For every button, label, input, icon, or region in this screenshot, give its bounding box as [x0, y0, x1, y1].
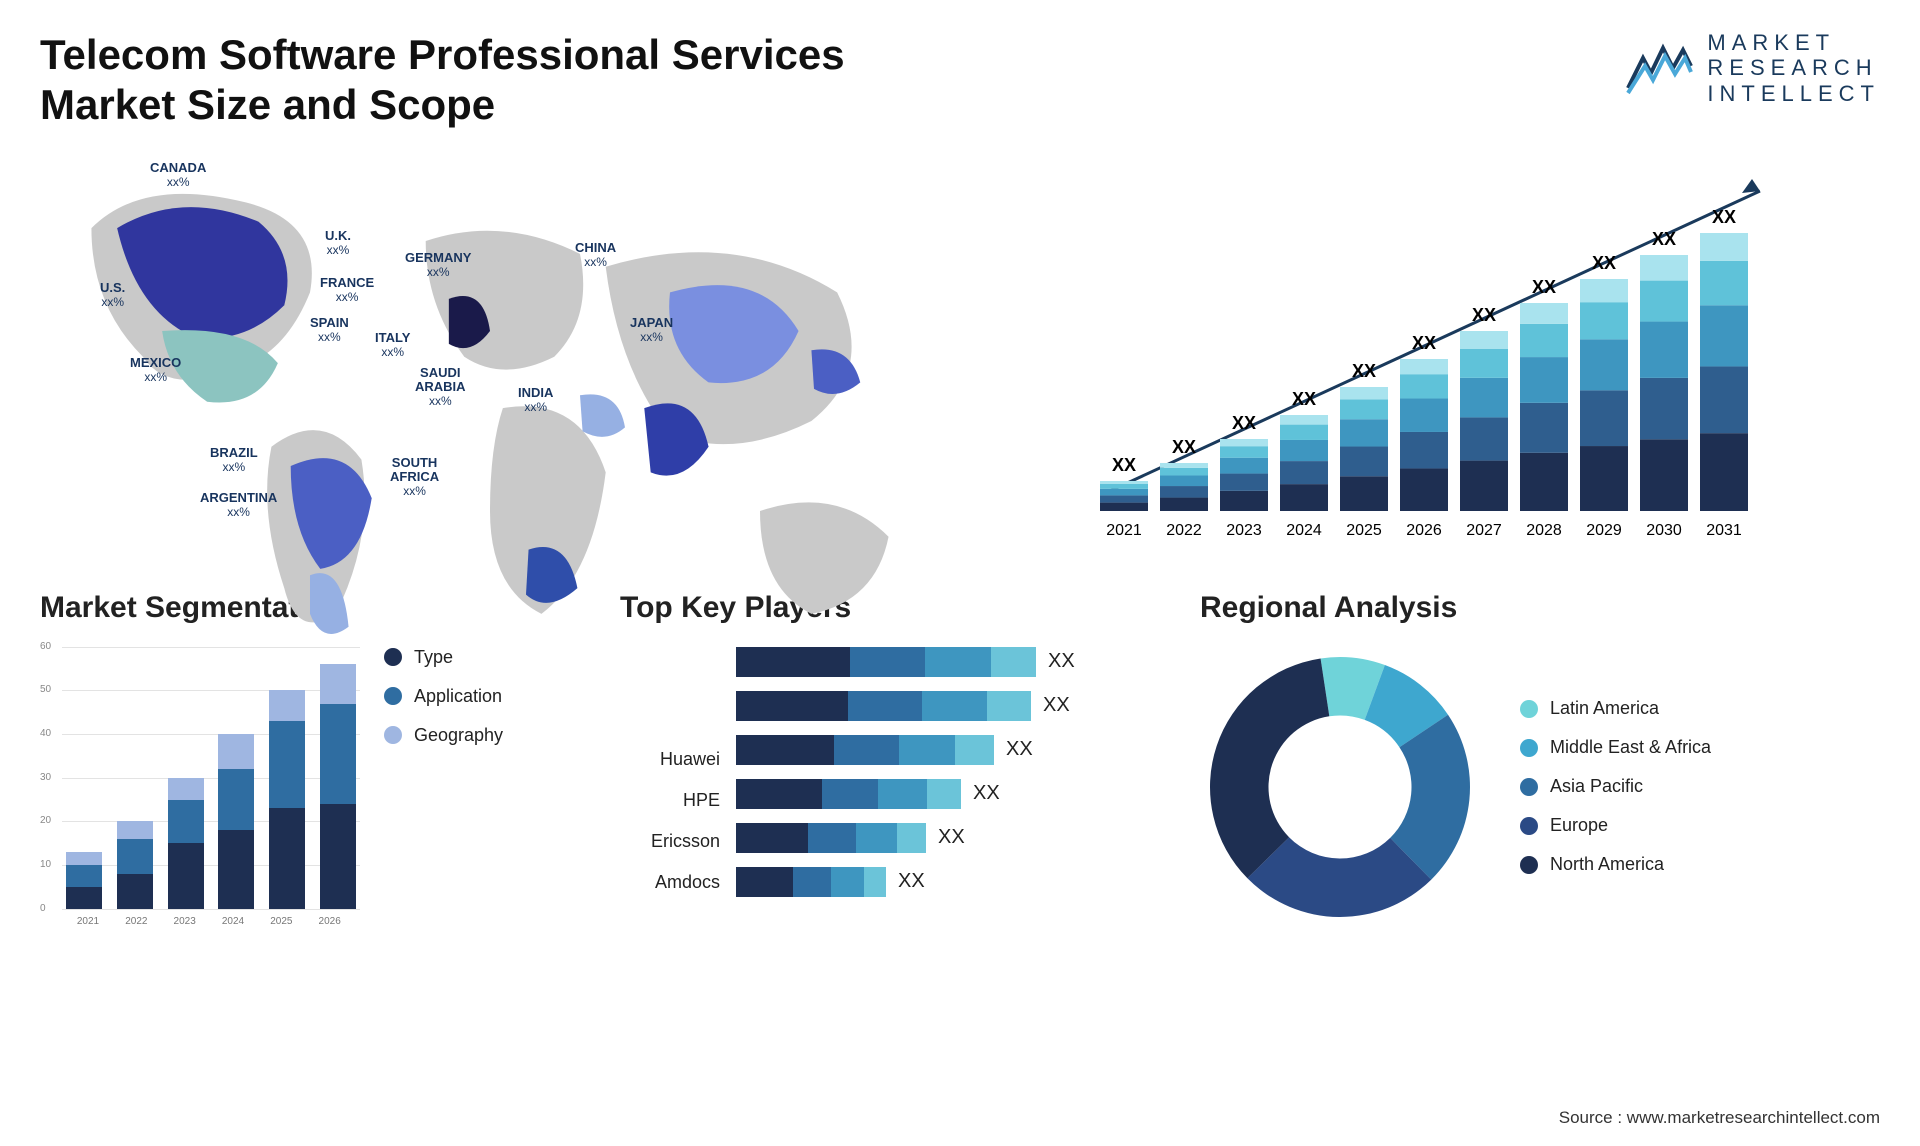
legend-item: Geography — [384, 725, 503, 746]
source-attribution: Source : www.marketresearchintellect.com — [1559, 1108, 1880, 1128]
player-label: Huawei — [620, 749, 720, 770]
svg-text:XX: XX — [1292, 389, 1316, 409]
svg-text:2022: 2022 — [1166, 522, 1202, 539]
svg-text:XX: XX — [1592, 253, 1616, 273]
svg-text:2031: 2031 — [1706, 522, 1742, 539]
svg-text:XX: XX — [1532, 277, 1556, 297]
logo-line2: RESEARCH — [1707, 55, 1880, 80]
country-label: GERMANYxx% — [405, 251, 471, 280]
svg-text:XX: XX — [1172, 437, 1196, 457]
page-title: Telecom Software Professional Services M… — [40, 30, 990, 131]
country-label: MEXICOxx% — [130, 356, 181, 385]
player-label: Ericsson — [620, 831, 720, 852]
country-label: U.K.xx% — [325, 229, 351, 258]
logo-line3: INTELLECT — [1707, 81, 1880, 106]
player-label: HPE — [620, 790, 720, 811]
player-bar-row: XX — [736, 691, 1140, 721]
svg-text:2026: 2026 — [1406, 522, 1442, 539]
svg-text:2023: 2023 — [1226, 522, 1262, 539]
svg-text:XX: XX — [1472, 305, 1496, 325]
svg-text:XX: XX — [1712, 207, 1736, 227]
player-bar-row: XX — [736, 735, 1140, 765]
logo-line1: MARKET — [1707, 30, 1880, 55]
svg-text:2025: 2025 — [1346, 522, 1382, 539]
svg-text:2029: 2029 — [1586, 522, 1622, 539]
legend-item: Europe — [1520, 815, 1711, 836]
country-label: SOUTHAFRICAxx% — [390, 456, 439, 499]
country-label: BRAZILxx% — [210, 446, 258, 475]
world-map: CANADAxx% U.S.xx% MEXICOxx% BRAZILxx% ARGENT… — [40, 151, 940, 551]
country-label: INDIAxx% — [518, 386, 553, 415]
growth-bar-chart: XX 2021 XX 2022 XX 2023 XX 2024 XX 2025 XX 2026 XX 20… — [980, 151, 1880, 551]
country-label: SAUDIARABIAxx% — [415, 366, 466, 409]
map-svg — [40, 151, 940, 665]
country-label: U.S.xx% — [100, 281, 125, 310]
svg-text:2027: 2027 — [1466, 522, 1502, 539]
players-bars: XXXXXXXXXXXX — [736, 647, 1140, 897]
svg-text:XX: XX — [1352, 361, 1376, 381]
svg-text:XX: XX — [1232, 413, 1256, 433]
country-label: CHINAxx% — [575, 241, 616, 270]
country-label: JAPANxx% — [630, 316, 673, 345]
regional-title: Regional Analysis — [1200, 591, 1880, 625]
player-bar-row: XX — [736, 779, 1140, 809]
brand-logo: MARKET RESEARCH INTELLECT — [1623, 30, 1880, 106]
player-label: Amdocs — [620, 872, 720, 893]
player-bar-row: XX — [736, 867, 1140, 897]
players-labels: Huawei HPE Ericsson Amdocs — [620, 647, 720, 897]
country-label: ITALYxx% — [375, 331, 410, 360]
svg-text:2024: 2024 — [1286, 522, 1322, 539]
country-label: CANADAxx% — [150, 161, 206, 190]
logo-icon — [1623, 38, 1693, 98]
regional-donut — [1200, 647, 1480, 927]
regional-section: Regional Analysis Latin America Middle Ea… — [1200, 591, 1880, 927]
legend-item: Middle East & Africa — [1520, 737, 1711, 758]
legend-item: North America — [1520, 854, 1711, 875]
country-label: SPAINxx% — [310, 316, 349, 345]
svg-text:XX: XX — [1652, 229, 1676, 249]
svg-text:2021: 2021 — [1106, 522, 1142, 539]
svg-text:XX: XX — [1112, 455, 1136, 475]
country-label: ARGENTINAxx% — [200, 491, 277, 520]
regional-legend: Latin America Middle East & Africa Asia Pa… — [1520, 698, 1711, 875]
legend-item: Asia Pacific — [1520, 776, 1711, 797]
svg-text:2028: 2028 — [1526, 522, 1562, 539]
svg-text:2030: 2030 — [1646, 522, 1682, 539]
player-bar-row: XX — [736, 823, 1140, 853]
legend-item: Application — [384, 686, 503, 707]
svg-text:XX: XX — [1412, 333, 1436, 353]
country-label: FRANCExx% — [320, 276, 374, 305]
segmentation-chart: 0102030405060202120222023202420252026 — [40, 647, 360, 927]
legend-item: Latin America — [1520, 698, 1711, 719]
